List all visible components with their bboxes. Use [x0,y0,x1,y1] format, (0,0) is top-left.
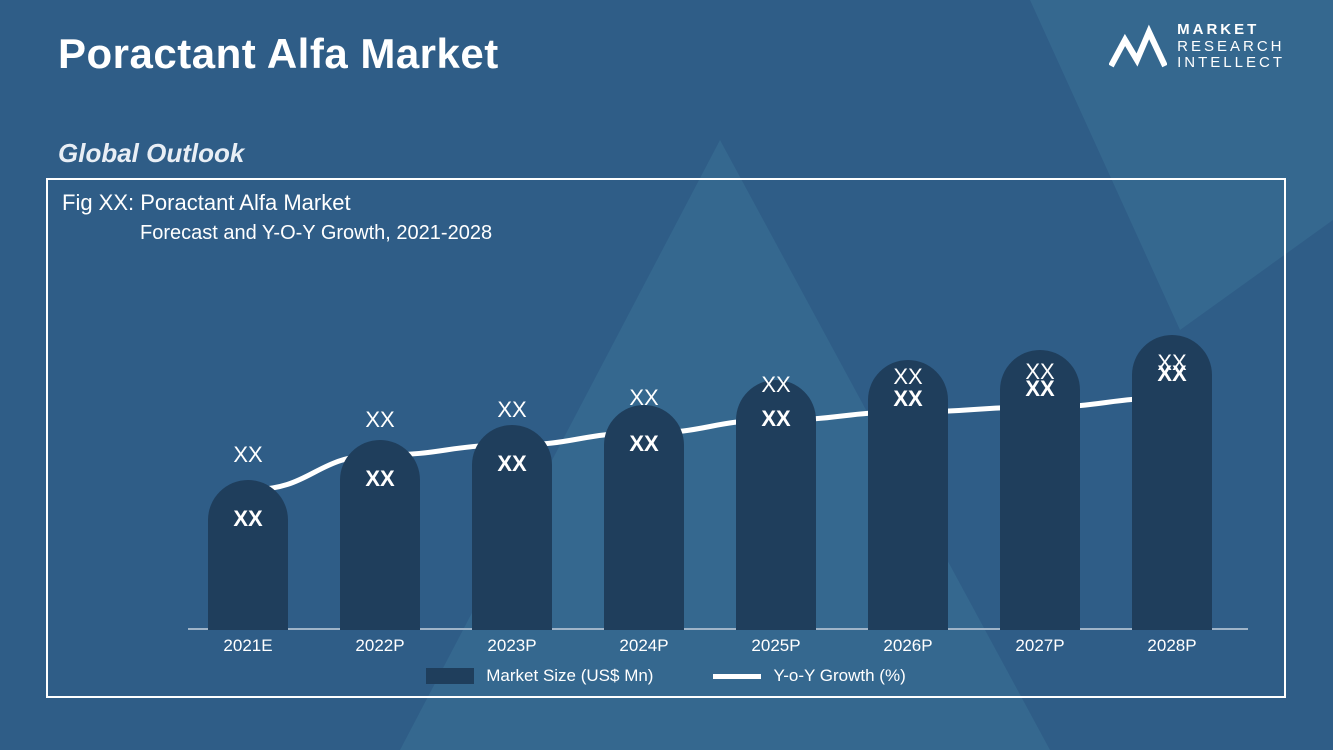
line-value-label: XX [736,372,816,398]
bar-value-label: XX [604,431,684,457]
bar-group: XX [340,440,420,630]
bar-group: XX [868,360,948,630]
legend-swatch-bar [426,668,474,684]
bar [208,480,288,630]
figure-subtitle: Forecast and Y-O-Y Growth, 2021-2028 [140,222,492,245]
x-axis-label: 2023P [457,636,567,656]
bar-group: XX [208,480,288,630]
line-value-label: XX [340,407,420,433]
bar-value-label: XX [472,451,552,477]
bar-group: XX [1000,350,1080,630]
logo-line1: MARKET [1177,22,1285,39]
legend-label-line: Y-o-Y Growth (%) [773,666,905,686]
legend-item-line: Y-o-Y Growth (%) [713,666,905,686]
x-axis-label: 2021E [193,636,303,656]
page-root: Poractant Alfa Market MARKET RESEARCH IN… [0,0,1333,750]
line-value-label: XX [1132,350,1212,376]
chart-legend: Market Size (US$ Mn) Y-o-Y Growth (%) [48,666,1284,686]
bar-group: XX [1132,335,1212,630]
brand-logo: MARKET RESEARCH INTELLECT [1109,22,1285,72]
legend-swatch-line [713,674,761,679]
x-axis-label: 2027P [985,636,1095,656]
logo-line2: RESEARCH [1177,39,1285,56]
bar-group: XX [736,380,816,630]
x-axis-label: 2024P [589,636,699,656]
x-axis-label: 2026P [853,636,963,656]
line-value-label: XX [604,385,684,411]
logo-text: MARKET RESEARCH INTELLECT [1177,22,1285,72]
bar-value-label: XX [340,466,420,492]
figure-label: Fig XX: Poractant Alfa Market [62,190,351,216]
bar-value-label: XX [736,406,816,432]
line-value-label: XX [472,397,552,423]
x-axis-label: 2028P [1117,636,1227,656]
chart-frame: Fig XX: Poractant Alfa Market Forecast a… [46,178,1286,698]
bar-group: XX [472,425,552,630]
x-axis-label: 2022P [325,636,435,656]
x-axis-label: 2025P [721,636,831,656]
logo-line3: INTELLECT [1177,55,1285,72]
bar-group: XX [604,405,684,630]
line-value-label: XX [208,442,288,468]
legend-label-bar: Market Size (US$ Mn) [486,666,653,686]
page-subtitle: Global Outlook [58,138,244,169]
bar-value-label: XX [208,506,288,532]
chart-plot-area: XXXXXXXXXXXXXXXXXXXXXXXXXXXXXXXX [188,260,1248,630]
legend-item-bar: Market Size (US$ Mn) [426,666,653,686]
page-title: Poractant Alfa Market [58,30,499,78]
line-value-label: XX [868,364,948,390]
logo-mark-icon [1109,22,1167,72]
line-value-label: XX [1000,359,1080,385]
